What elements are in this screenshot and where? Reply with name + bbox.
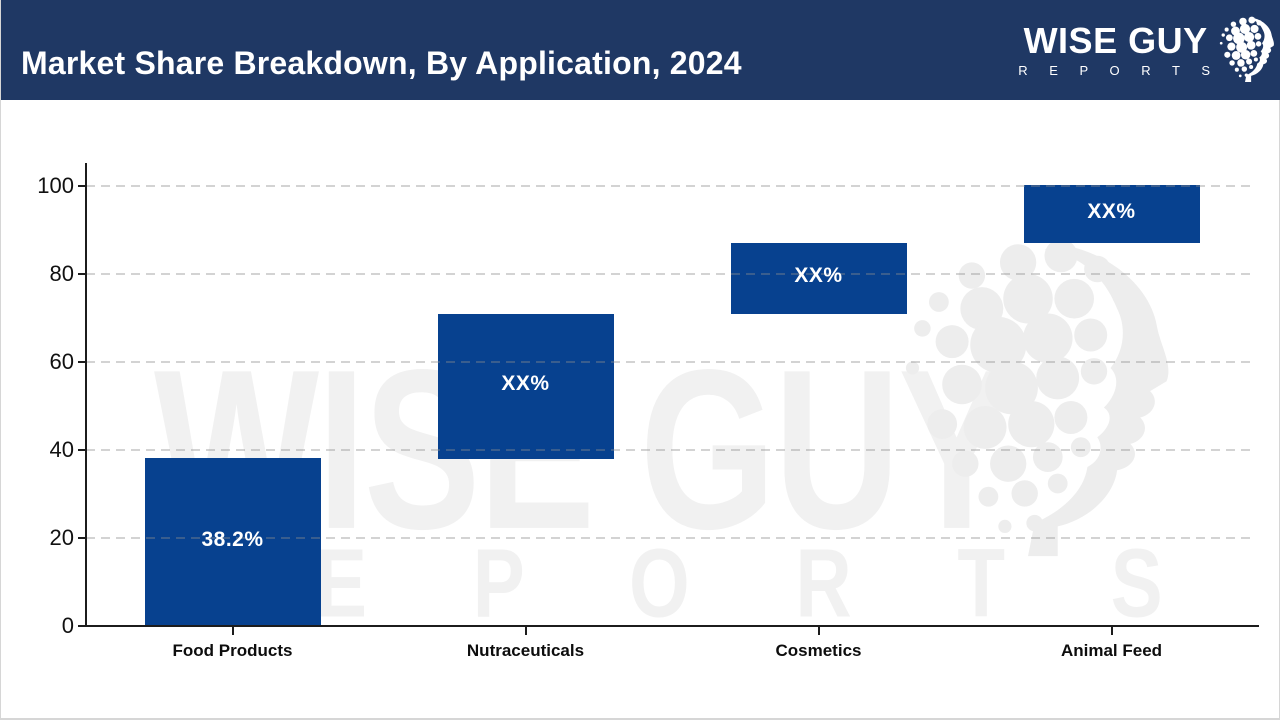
watermark-face-icon — [905, 239, 1169, 557]
y-tick-label-40: 40 — [49, 437, 74, 462]
gridline-60 — [86, 361, 1251, 363]
wise-guy-face-icon — [1219, 16, 1274, 82]
bar-value-label-nutraceuticals: XX% — [501, 372, 550, 396]
x-axis-line — [85, 625, 1259, 627]
y-tick-100 — [78, 185, 86, 187]
y-axis-line — [85, 163, 87, 627]
y-tick-label-20: 20 — [49, 525, 74, 550]
y-tick-80 — [78, 273, 86, 275]
y-tick-40 — [78, 449, 86, 451]
x-axis-label-food-products: Food Products — [172, 641, 293, 660]
y-tick-20 — [78, 537, 86, 539]
y-tick-0 — [78, 625, 86, 627]
y-tick-label-80: 80 — [49, 261, 74, 286]
bar-value-label-animal-feed: XX% — [1087, 200, 1136, 224]
y-tick-label-60: 60 — [49, 349, 74, 374]
gridline-40 — [86, 449, 1251, 451]
gridline-80 — [86, 273, 1251, 275]
x-tick-animal-feed — [1110, 627, 1113, 635]
y-tick-label-0: 0 — [61, 613, 74, 638]
bar-nutraceuticals — [437, 313, 614, 459]
x-tick-food-products — [231, 627, 234, 635]
gridline-100 — [86, 185, 1251, 187]
bar-food-products — [144, 457, 321, 626]
y-tick-60 — [78, 361, 86, 363]
page-title: Market Share Breakdown, By Application, … — [21, 44, 742, 81]
header-bar: Market Share Breakdown, By Application, … — [1, 0, 1280, 100]
x-axis-label-cosmetics: Cosmetics — [775, 641, 862, 660]
brand-subtitle: R E P O R T S — [1018, 62, 1219, 78]
bar-value-label-food-products: 38.2% — [201, 527, 264, 551]
y-tick-label-100: 100 — [37, 173, 74, 198]
x-axis-label-animal-feed: Animal Feed — [1060, 641, 1163, 660]
bar-value-label-cosmetics: XX% — [794, 264, 843, 288]
bar-animal-feed — [1023, 185, 1200, 244]
brand-logo: WISE GUY R E P O R T S — [1012, 4, 1279, 96]
gridline-20 — [86, 537, 1251, 539]
bar-cosmetics — [730, 243, 907, 314]
brand-name: WISE GUY — [1023, 19, 1208, 61]
x-axis-label-nutraceuticals: Nutraceuticals — [466, 641, 585, 660]
x-tick-cosmetics — [817, 627, 820, 635]
brand-logo-text: WISE GUY R E P O R T S — [1012, 19, 1219, 78]
x-tick-nutraceuticals — [524, 627, 527, 635]
